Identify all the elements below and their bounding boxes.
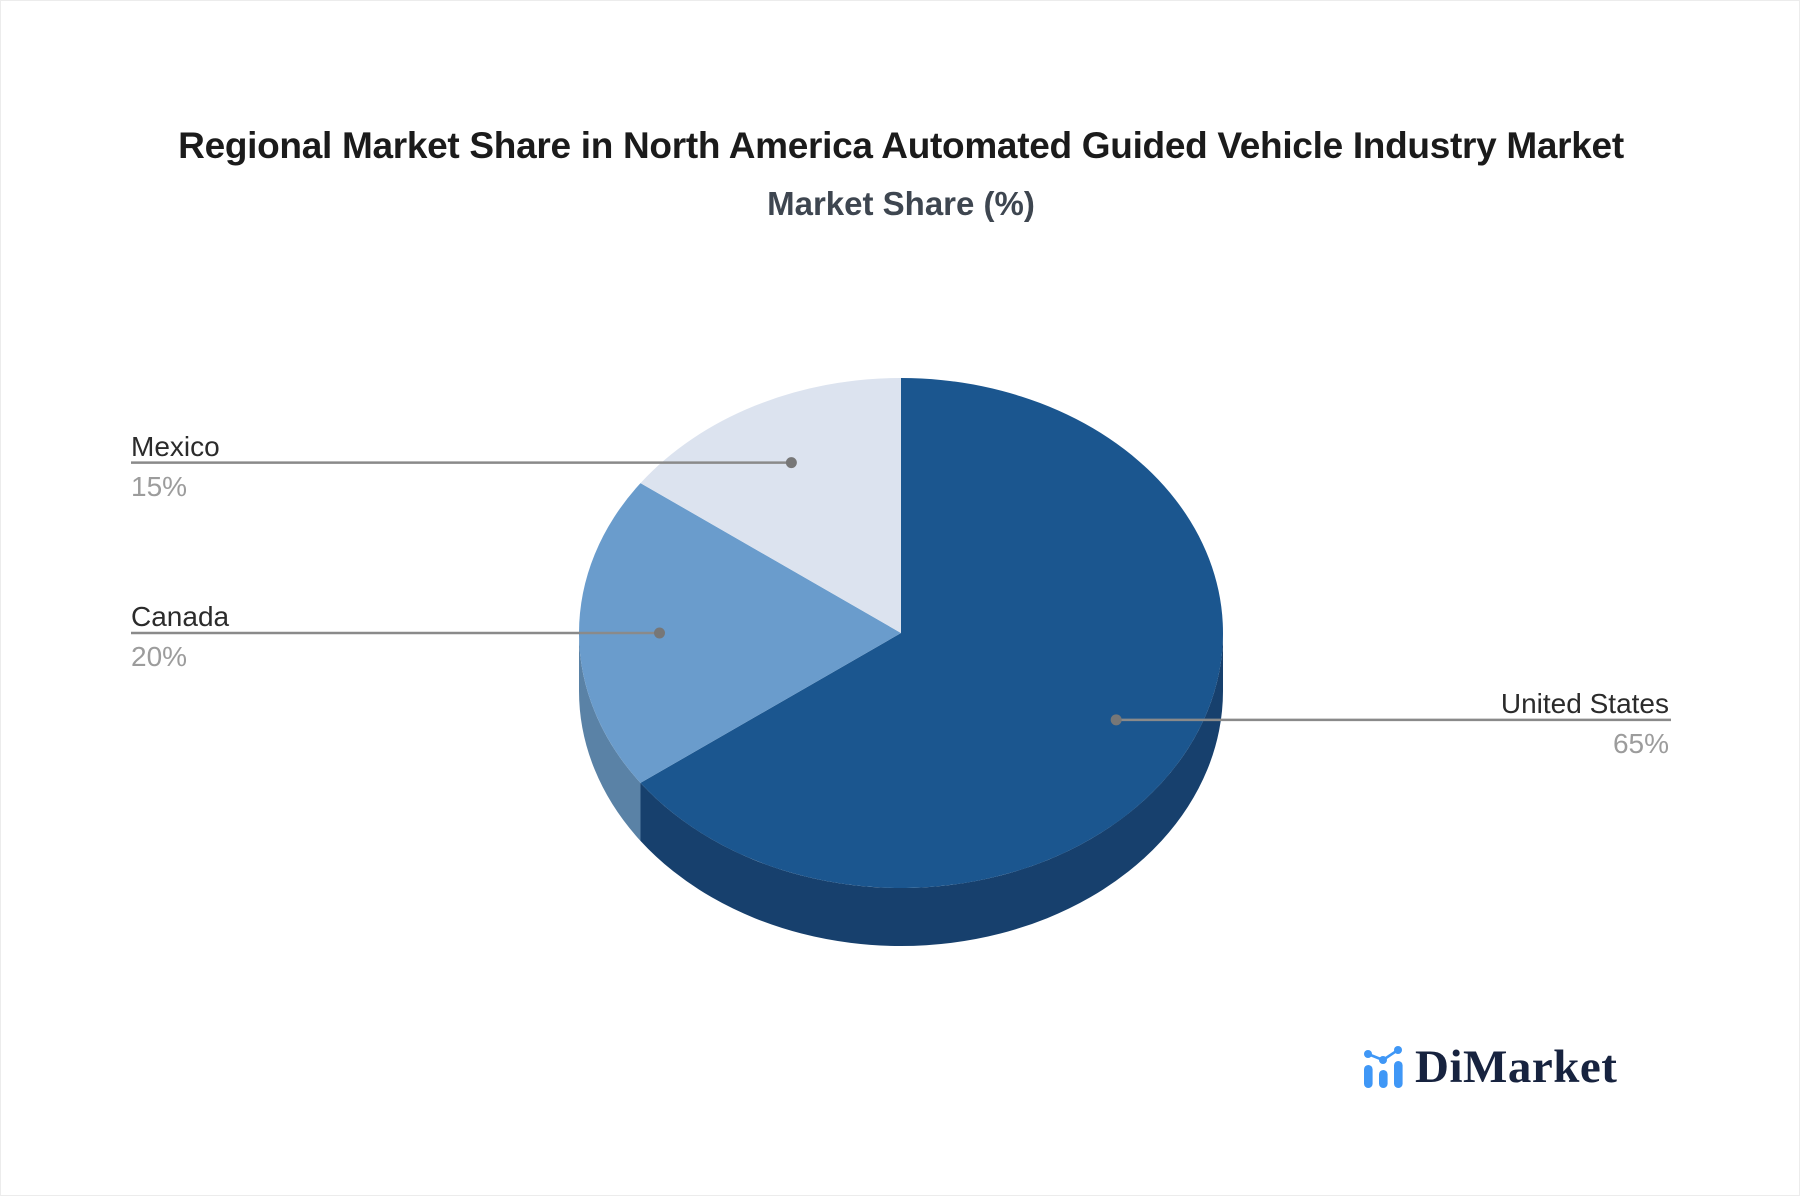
pie-tops bbox=[579, 378, 1223, 888]
slice-value: 20% bbox=[131, 641, 188, 672]
slice-label: Mexico bbox=[131, 430, 220, 462]
pie-slice-wall-united-states bbox=[640, 633, 1223, 946]
slice-label: Canada bbox=[131, 601, 230, 632]
leader-dot-mexico bbox=[785, 457, 797, 469]
slice-label: United States bbox=[1500, 687, 1669, 719]
logo-text: DiMarket bbox=[1415, 1041, 1618, 1093]
pie-slice-wall-canada bbox=[579, 633, 641, 841]
callout-canada: Canada 20% bbox=[131, 603, 229, 671]
pie-slice-united-states[interactable] bbox=[640, 378, 1223, 888]
dimarket-logo: DiMarket bbox=[1363, 1041, 1617, 1093]
leader-dot-united-states bbox=[1110, 714, 1122, 726]
chart-subtitle: Market Share (%) bbox=[767, 185, 1035, 222]
leader-dot-canada bbox=[654, 627, 665, 639]
pie-slice-canada[interactable] bbox=[579, 483, 901, 783]
slice-value: 15% bbox=[131, 470, 188, 502]
chart-title: Regional Market Share in North America A… bbox=[178, 125, 1624, 166]
slice-value: 65% bbox=[1612, 727, 1669, 759]
callout-mexico: Mexico 15% bbox=[131, 430, 220, 502]
bar-line-chart-icon bbox=[1364, 1046, 1403, 1088]
callout-united-states: United States 65% bbox=[1500, 687, 1669, 759]
pie-slice-mexico[interactable] bbox=[640, 378, 901, 633]
pie-walls bbox=[579, 633, 1223, 946]
pie-callout-lines bbox=[131, 457, 1671, 726]
